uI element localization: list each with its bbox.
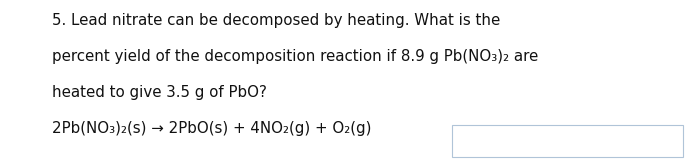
Text: 2Pb(NO₃)₂(s) → 2PbO(s) + 4NO₂(g) + O₂(g): 2Pb(NO₃)₂(s) → 2PbO(s) + 4NO₂(g) + O₂(g) (52, 121, 372, 136)
Bar (452, 125, 682, 157)
Text: percent yield of the decomposition reaction if 8.9 g Pb(NO₃)₂ are: percent yield of the decomposition react… (52, 49, 539, 64)
Text: heated to give 3.5 g of PbO?: heated to give 3.5 g of PbO? (52, 85, 267, 100)
Text: 5. Lead nitrate can be decomposed by heating. What is the: 5. Lead nitrate can be decomposed by hea… (52, 13, 500, 28)
